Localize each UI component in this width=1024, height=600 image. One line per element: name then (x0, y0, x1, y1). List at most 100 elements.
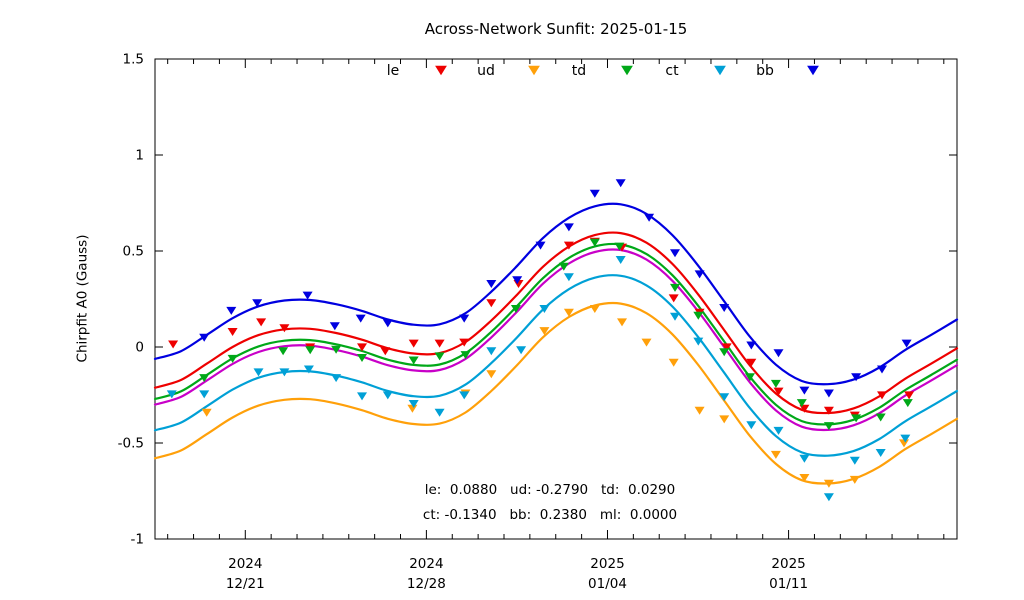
legend-label-ct: ct (665, 63, 679, 79)
point-le (434, 339, 445, 348)
x-tick-year: 2025 (771, 556, 805, 572)
point-le (279, 324, 290, 333)
point-le (904, 391, 915, 400)
point-bb (877, 365, 887, 374)
y-tick-label: -1 (131, 532, 144, 548)
legend-label-le: le (387, 63, 400, 79)
curve-td (153, 242, 959, 426)
curve-ml (153, 248, 959, 432)
point-td (745, 373, 755, 382)
point-bb (901, 339, 912, 348)
point-td (357, 354, 367, 362)
point-bb (670, 249, 680, 258)
point-ud (589, 305, 600, 313)
legend-marker-ct (714, 65, 726, 76)
point-ud (823, 479, 834, 488)
point-bb (644, 213, 655, 222)
point-bb (535, 241, 546, 250)
point-ud (201, 408, 212, 417)
curve-ud (153, 301, 959, 485)
point-ct (900, 434, 911, 443)
point-bb (329, 322, 340, 331)
point-td (460, 351, 471, 360)
point-ct (331, 374, 342, 383)
point-td (693, 311, 704, 320)
y-axis-label: Chirpfit A0 (Gauss) (74, 234, 91, 363)
point-ct (875, 449, 886, 457)
point-bb (382, 319, 393, 328)
point-bb (719, 304, 730, 312)
point-td (199, 374, 210, 383)
point-ct (253, 368, 264, 377)
point-ct (799, 454, 810, 463)
point-bb (694, 270, 705, 279)
x-tick-year: 2024 (228, 556, 262, 572)
point-ct (166, 390, 177, 399)
point-bb (746, 341, 757, 350)
point-bb (252, 299, 263, 308)
point-ct (279, 368, 290, 377)
x-tick-date: 12/28 (407, 576, 446, 592)
point-bb (199, 333, 210, 342)
y-tick-label: 1.5 (123, 52, 144, 68)
point-bb (615, 179, 626, 188)
point-le (408, 339, 419, 348)
point-bb (563, 223, 574, 232)
point-bb (226, 306, 237, 315)
point-td (670, 283, 680, 292)
point-ct (615, 256, 626, 264)
point-ud (668, 358, 679, 367)
point-bb (851, 373, 862, 382)
x-tick-date: 01/04 (588, 576, 627, 592)
point-td (902, 399, 913, 408)
point-td (796, 399, 807, 408)
point-ud (486, 370, 497, 379)
y-tick-label: 0.5 (123, 244, 144, 260)
point-le (668, 294, 679, 303)
point-le (486, 299, 497, 308)
curve-bb (153, 202, 959, 386)
point-bb (799, 386, 810, 395)
point-td (589, 238, 600, 247)
point-le (877, 391, 887, 400)
point-le (256, 318, 267, 327)
point-ct (563, 273, 574, 282)
point-le (563, 241, 574, 250)
point-le (746, 358, 757, 367)
point-le (773, 387, 784, 396)
point-ct (719, 393, 730, 402)
point-ud (641, 338, 652, 347)
point-le (380, 347, 391, 356)
point-ct (746, 421, 757, 430)
point-ud (849, 475, 860, 484)
point-le (823, 406, 834, 415)
point-le (357, 343, 367, 352)
point-bb (486, 280, 497, 288)
point-ud (899, 439, 909, 448)
point-ct (199, 390, 210, 399)
point-ud (694, 406, 705, 415)
y-tick-label: 0 (135, 340, 144, 356)
y-tick-label: -0.5 (118, 436, 144, 452)
point-ud (770, 450, 781, 459)
point-ct (539, 305, 550, 313)
point-le (721, 343, 732, 352)
x-tick-year: 2025 (590, 556, 624, 572)
point-bb (302, 291, 313, 300)
point-le (227, 328, 238, 336)
point-le (168, 340, 179, 349)
legend-marker-ud (528, 65, 540, 76)
chart-title: Across-Network Sunfit: 2025-01-15 (424, 20, 688, 38)
point-bb (823, 389, 834, 398)
point-ct (516, 346, 527, 355)
point-td (823, 422, 834, 431)
point-td (331, 345, 342, 354)
point-ct (459, 391, 470, 400)
point-ct (823, 493, 834, 502)
point-td (558, 262, 569, 271)
point-ct (408, 400, 419, 408)
legend-marker-le (435, 65, 447, 76)
point-td (227, 354, 238, 363)
